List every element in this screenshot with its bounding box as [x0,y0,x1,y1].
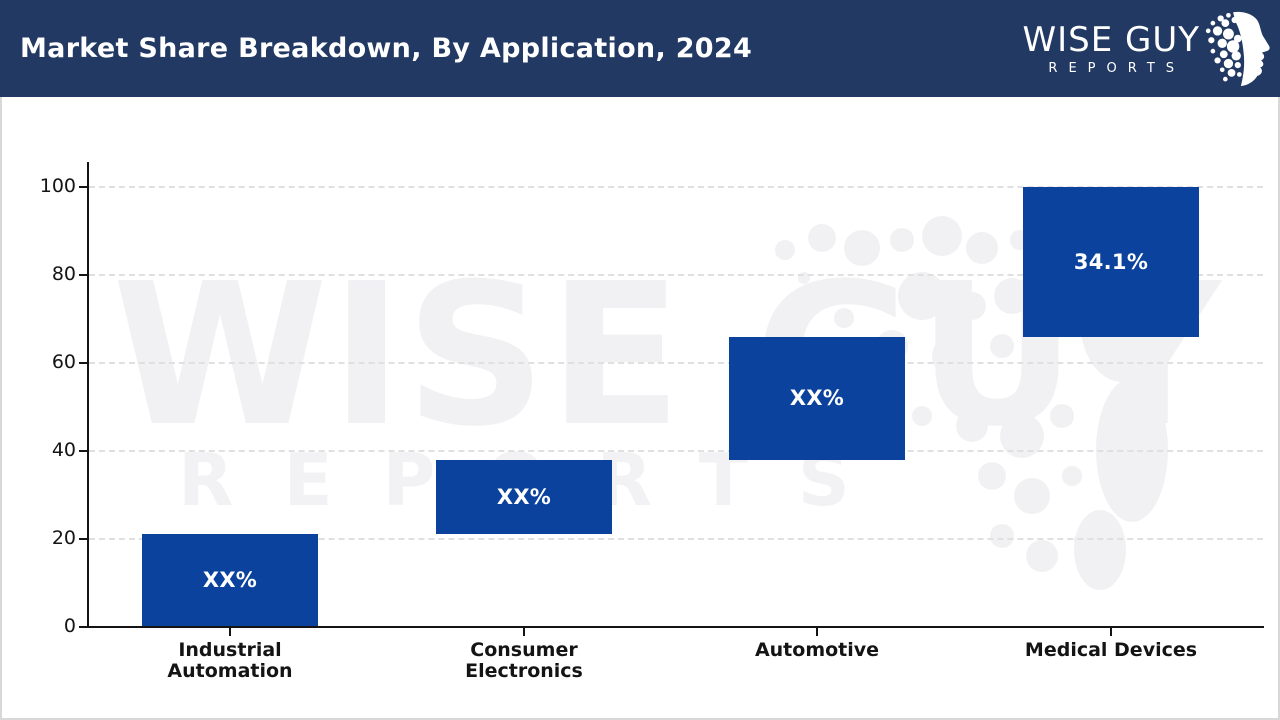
bar-3: 34.1% [1023,187,1199,338]
bar-value-label-3: 34.1% [1073,250,1149,275]
y-tick-label-80: 80 [51,263,76,285]
header-bar: Market Share Breakdown, By Application, … [0,0,1280,97]
bar-2: XX% [729,337,905,460]
gridline-60 [89,362,1263,364]
category-label-1: Consumer Electronics [465,639,583,682]
wise-guy-logo: WISE GUY REPORTS [1022,6,1272,90]
bar-value-label-1: XX% [496,484,552,509]
y-tick-100 [79,186,87,188]
y-tick-20 [79,538,87,540]
category-label-3: Medical Devices [1024,639,1198,661]
category-label-0: Industrial Automation [167,639,293,682]
gridline-40 [89,450,1263,452]
y-tick-label-0: 0 [63,615,76,637]
page-title: Market Share Breakdown, By Application, … [20,33,753,64]
x-tick-1 [523,628,525,636]
x-axis-line [87,626,1264,628]
gridline-20 [89,538,1263,540]
y-tick-label-100: 100 [39,175,76,197]
logo-text: WISE GUY REPORTS [1022,20,1200,76]
x-tick-2 [816,628,818,636]
y-tick-80 [79,274,87,276]
bar-1: XX% [436,459,612,534]
gridline-100 [89,186,1263,188]
y-axis-line [87,162,89,628]
logo-wordmark: WISE GUY [1022,20,1200,60]
logo-subtitle: REPORTS [1048,61,1186,76]
y-tick-0 [79,626,87,628]
y-tick-label-20: 20 [51,527,76,549]
category-label-2: Automotive [754,639,880,661]
x-tick-3 [1110,628,1112,636]
y-tick-60 [79,362,87,364]
bar-value-label-0: XX% [202,568,258,593]
wise-guy-face-icon [1205,11,1270,87]
bar-value-label-2: XX% [789,386,845,411]
y-tick-label-40: 40 [51,439,76,461]
chart-card [0,97,1280,720]
gridline-80 [89,274,1263,276]
x-tick-0 [229,628,231,636]
y-tick-label-60: 60 [51,351,76,373]
y-tick-40 [79,450,87,452]
bar-0: XX% [142,533,318,627]
